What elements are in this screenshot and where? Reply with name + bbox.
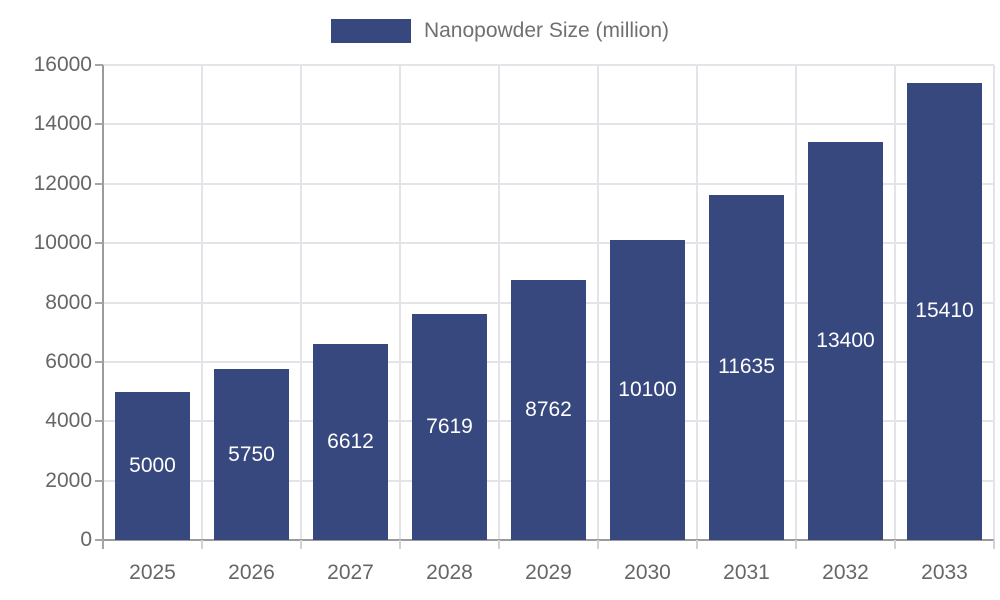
- bar-2033: [907, 82, 982, 540]
- gridline-vertical: [696, 65, 698, 540]
- x-tick-mark: [993, 540, 995, 549]
- x-tick-label: 2028: [426, 561, 473, 584]
- y-tick-mark: [95, 301, 103, 304]
- y-tick-label: 0: [80, 528, 92, 551]
- x-tick-mark: [597, 540, 599, 549]
- y-tick-label: 6000: [45, 349, 92, 373]
- gridline-horizontal: [103, 123, 994, 126]
- gridline-vertical: [201, 65, 203, 540]
- y-tick-mark: [95, 420, 103, 423]
- x-tick-mark: [201, 540, 203, 549]
- y-tick-label: 12000: [33, 171, 92, 195]
- bar-2026: [214, 369, 289, 540]
- bar-2029: [511, 279, 586, 540]
- x-axis-line: [102, 539, 994, 541]
- x-tick-label: 2027: [327, 561, 374, 584]
- y-tick-mark: [95, 123, 103, 126]
- x-tick-mark: [399, 540, 401, 549]
- bar-2032: [808, 142, 883, 540]
- bar-value-label: 11635: [718, 355, 775, 379]
- bar-value-label: 6612: [327, 429, 374, 453]
- bar-2030: [610, 240, 685, 540]
- x-tick-label: 2030: [624, 561, 671, 584]
- gridline-vertical: [993, 65, 995, 540]
- y-tick-label: 2000: [45, 468, 92, 492]
- gridline-horizontal: [103, 182, 994, 185]
- y-tick-label: 14000: [33, 112, 92, 136]
- y-tick-mark: [95, 479, 103, 482]
- bar-2025: [115, 391, 190, 540]
- x-tick-label: 2029: [525, 561, 572, 584]
- y-tick-label: 4000: [45, 409, 92, 433]
- y-tick-label: 8000: [45, 290, 92, 314]
- gridline-vertical: [597, 65, 599, 540]
- gridline-vertical: [795, 65, 797, 540]
- legend-swatch: [330, 19, 411, 43]
- y-axis-line: [102, 65, 104, 547]
- gridline-horizontal: [103, 64, 994, 66]
- x-tick-label: 2033: [921, 561, 968, 584]
- bar-value-label: 13400: [816, 329, 875, 353]
- legend-label: Nanopowder Size (million): [423, 19, 670, 42]
- y-tick-label: 10000: [33, 231, 92, 255]
- gridline-vertical: [300, 65, 302, 540]
- x-tick-mark: [696, 540, 698, 549]
- bar-value-label: 15410: [915, 299, 974, 323]
- bar-value-label: 7619: [426, 414, 473, 438]
- gridline-vertical: [399, 65, 401, 540]
- x-tick-mark: [498, 540, 500, 549]
- x-tick-mark: [102, 540, 104, 549]
- x-tick-label: 2031: [723, 561, 770, 584]
- gridline-vertical: [894, 65, 896, 540]
- gridline-vertical: [498, 65, 500, 540]
- bar-value-label: 8762: [525, 397, 572, 421]
- x-tick-mark: [795, 540, 797, 549]
- x-tick-label: 2025: [129, 561, 176, 584]
- y-tick-label: 16000: [33, 53, 92, 76]
- bar-2031: [709, 194, 784, 540]
- bar-value-label: 5000: [129, 453, 176, 477]
- x-tick-mark: [300, 540, 302, 549]
- y-tick-mark: [95, 182, 103, 185]
- y-tick-mark: [95, 242, 103, 245]
- legend[interactable]: Nanopowder Size (million): [0, 17, 1000, 45]
- gridline-horizontal: [103, 242, 994, 245]
- x-tick-label: 2026: [228, 561, 275, 584]
- x-tick-mark: [894, 540, 896, 549]
- bar-value-label: 5750: [228, 442, 275, 466]
- bar-value-label: 10100: [618, 378, 677, 402]
- x-tick-label: 2032: [822, 561, 869, 584]
- y-tick-mark: [95, 539, 103, 541]
- bar-2028: [412, 313, 487, 540]
- y-tick-mark: [95, 64, 103, 66]
- bar-2027: [313, 343, 388, 540]
- y-tick-mark: [95, 360, 103, 363]
